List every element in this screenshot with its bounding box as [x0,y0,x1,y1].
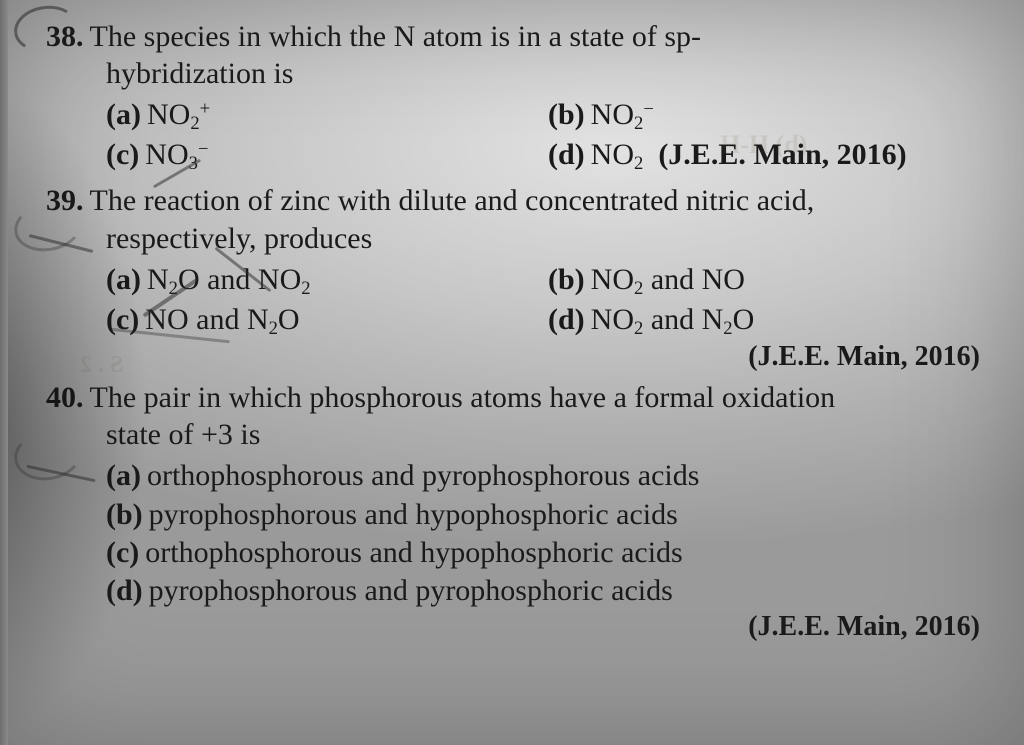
option-a: (a)NO2+ [106,96,548,136]
option-b: (b)pyrophosphorous and hypophosphoric ac… [106,496,990,534]
question-number: 39. [46,184,84,217]
option-c: (c)NO3− [106,136,548,176]
question-stem: 40.The pair in which phosphorous atoms h… [46,379,990,453]
option-d: (d)pyrophosphorous and pyrophosphoric ac… [106,572,990,610]
option-label: (c) [106,301,139,339]
page: (b) H-H S . 2 38.The species in which th… [0,0,1024,745]
option-text: NO2+ [147,96,210,136]
option-text: NO2 and N2O [591,301,755,341]
option-label: (a) [106,261,141,299]
question-1: 38.The species in which the N atom is in… [28,18,990,176]
option-text: orthophosphorous and hypophosphoric acid… [145,534,682,572]
question-number: 40. [46,381,84,414]
option-c: (c)orthophosphorous and hypophosphoric a… [106,534,990,572]
option-label: (d) [106,572,143,610]
option-c: (c)NO and N2O [106,301,548,341]
option-text: NO and N2O [145,301,299,341]
options: (a)NO2+(b)NO2−(c)NO3−(d)NO2 (J.E.E. Main… [106,96,990,176]
option-text: pyrophosphorous and hypophosphoric acids [149,496,678,534]
option-label: (d) [548,136,585,174]
option-label: (b) [548,96,585,134]
option-text: NO3− [145,136,208,176]
option-label: (a) [106,96,141,134]
option-text: N2O and NO2 [147,261,311,301]
question-2: 39.The reaction of zinc with dilute and … [28,182,990,372]
option-text: pyrophosphorous and pyrophosphoric acids [149,572,673,610]
option-label: (b) [548,261,585,299]
options: (a)N2O and NO2(b)NO2 and NO(c)NO and N2O… [106,261,990,341]
question-3: 40.The pair in which phosphorous atoms h… [28,379,990,643]
option-d: (d)NO2 (J.E.E. Main, 2016) [548,136,990,176]
option-b: (b)NO2 and NO [548,261,990,301]
option-label: (c) [106,534,139,572]
option-text: NO2 (J.E.E. Main, 2016) [591,136,907,176]
question-number: 38. [46,20,84,53]
source-line: (J.E.E. Main, 2016) [28,341,980,373]
option-text: NO2 and NO [591,261,745,301]
option-a: (a)N2O and NO2 [106,261,548,301]
option-text: NO2− [591,96,654,136]
option-b: (b)NO2− [548,96,990,136]
option-label: (b) [106,496,143,534]
option-a: (a)orthophosphorous and pyrophosphorous … [106,457,990,495]
option-text: orthophosphorous and pyrophosphorous aci… [147,457,699,495]
question-stem: 39.The reaction of zinc with dilute and … [46,182,990,256]
options: (a)orthophosphorous and pyrophosphorous … [106,457,990,611]
questions-container: 38.The species in which the N atom is in… [28,18,990,643]
option-label: (a) [106,457,141,495]
question-stem: 38.The species in which the N atom is in… [46,18,990,92]
option-label: (c) [106,136,139,174]
page-edge [0,0,8,745]
option-d: (d)NO2 and N2O [548,301,990,341]
option-label: (d) [548,301,585,339]
source-line: (J.E.E. Main, 2016) [28,611,980,643]
